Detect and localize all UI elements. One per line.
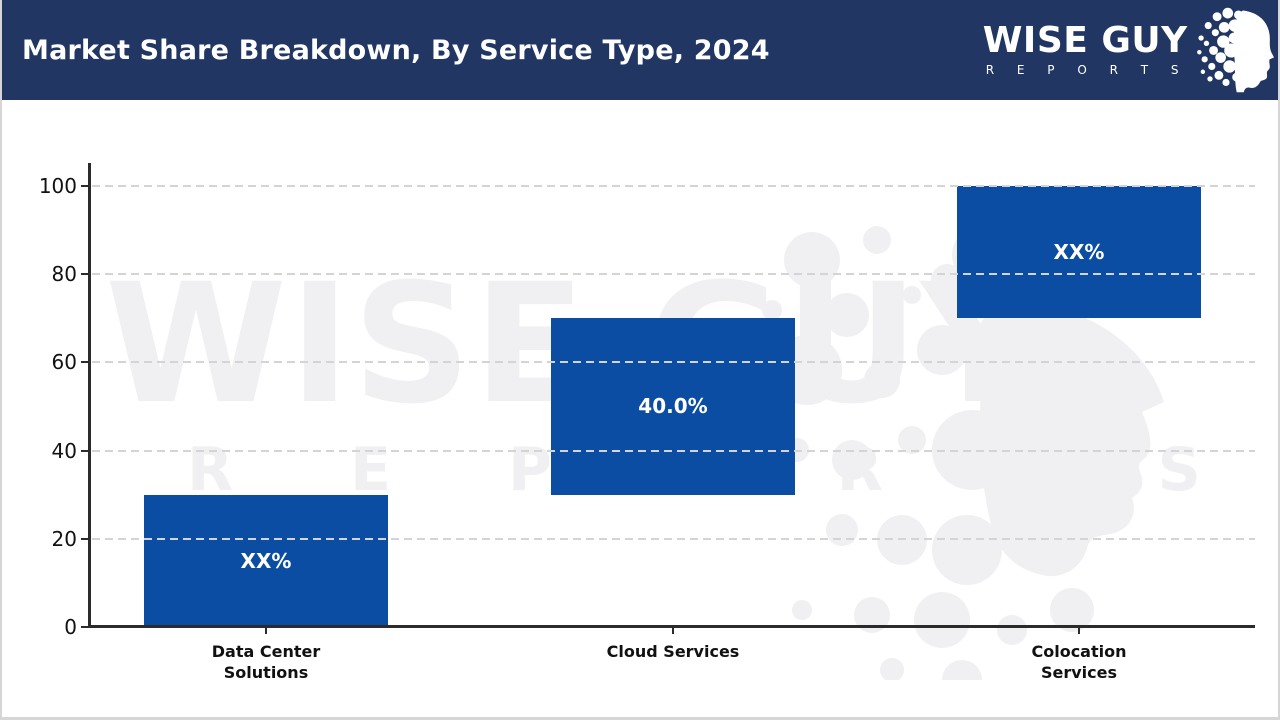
gridline	[92, 449, 1255, 452]
x-axis-line	[88, 625, 1255, 628]
y-axis-line	[88, 163, 91, 628]
y-axis-tick	[81, 361, 88, 364]
y-axis-tick	[81, 449, 88, 452]
x-axis-tick	[265, 628, 267, 634]
y-axis-tick	[81, 626, 88, 628]
y-axis-tick-label: 0	[64, 615, 77, 639]
x-axis-category-label: Data Center Solutions	[211, 642, 321, 682]
x-axis-category-label: Colocation Services	[1031, 642, 1127, 682]
page-title: Market Share Breakdown, By Service Type,…	[22, 34, 770, 66]
y-axis-tick-label: 80	[51, 262, 77, 287]
gridline	[92, 537, 1255, 540]
x-axis-tick	[1078, 628, 1080, 634]
bar-value-label: 40.0%	[638, 394, 708, 419]
y-axis-tick-label: 20	[51, 526, 77, 551]
brand-logo: WISE GUY R E P O R T S	[983, 6, 1274, 94]
gridline	[92, 273, 1255, 276]
gridline	[92, 361, 1255, 364]
y-axis-tick-label: 60	[51, 350, 77, 375]
x-axis-tick	[672, 628, 674, 634]
bar-value-label: XX%	[1053, 240, 1105, 265]
y-axis-tick	[81, 273, 88, 276]
gridline	[92, 185, 1255, 187]
brand-name: WISE GUY	[982, 20, 1188, 61]
y-axis-tick-label: 40	[51, 438, 77, 463]
bar-cloud-services: 40.0%	[551, 318, 795, 495]
y-axis-tick-label: 100	[38, 174, 77, 198]
brand-logo-text: WISE GUY R E P O R T S	[982, 20, 1188, 78]
bar-value-label: XX%	[240, 548, 292, 573]
y-axis-tick	[81, 185, 88, 187]
logo-face-icon	[1197, 7, 1274, 93]
x-axis-category-label: Cloud Services	[606, 642, 740, 661]
bar-colocation-services: XX%	[957, 186, 1201, 319]
header-bar: Market Share Breakdown, By Service Type,…	[2, 0, 1278, 100]
bar-data-center-solutions: XX%	[144, 494, 388, 627]
brand-tagline: R E P O R T S	[985, 63, 1188, 77]
y-axis-tick	[81, 537, 88, 540]
